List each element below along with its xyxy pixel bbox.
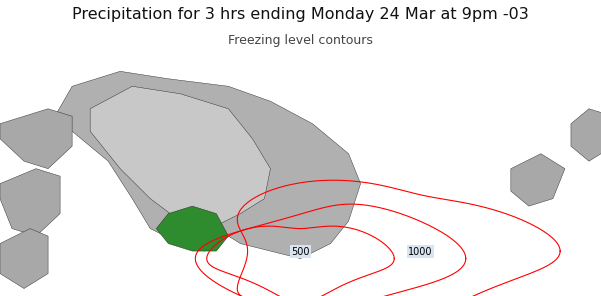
Polygon shape (42, 71, 361, 258)
Text: 500: 500 (291, 247, 310, 257)
Polygon shape (0, 229, 48, 289)
Polygon shape (156, 206, 228, 251)
Polygon shape (90, 86, 270, 229)
Polygon shape (0, 109, 72, 169)
Polygon shape (0, 169, 60, 236)
Text: Freezing level contours: Freezing level contours (228, 33, 373, 46)
Polygon shape (511, 154, 565, 206)
Polygon shape (571, 109, 601, 161)
Text: Precipitation for 3 hrs ending Monday 24 Mar at 9pm -03: Precipitation for 3 hrs ending Monday 24… (72, 7, 529, 22)
Text: 1000: 1000 (409, 247, 433, 257)
